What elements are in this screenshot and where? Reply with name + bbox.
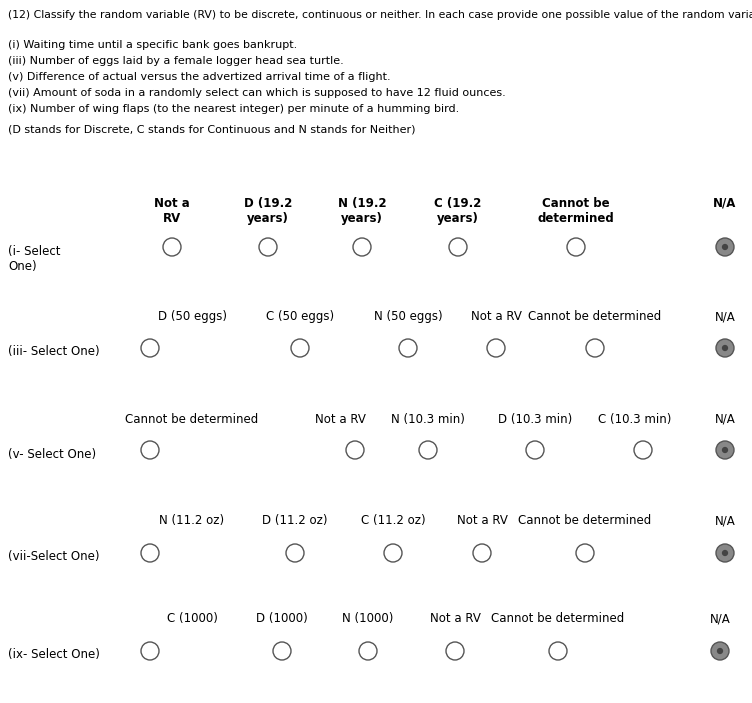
Text: N/A: N/A bbox=[714, 310, 735, 323]
Ellipse shape bbox=[487, 339, 505, 357]
Text: (vii) Amount of soda in a randomly select can which is supposed to have 12 fluid: (vii) Amount of soda in a randomly selec… bbox=[8, 88, 506, 98]
Text: N (10.3 min): N (10.3 min) bbox=[391, 413, 465, 426]
Text: Cannot be determined: Cannot be determined bbox=[518, 514, 652, 527]
Text: N/A: N/A bbox=[714, 197, 737, 210]
Text: (iii- Select One): (iii- Select One) bbox=[8, 345, 99, 358]
Ellipse shape bbox=[346, 441, 364, 459]
Text: N/A: N/A bbox=[714, 514, 735, 527]
Ellipse shape bbox=[722, 447, 728, 453]
Text: C (19.2
years): C (19.2 years) bbox=[435, 197, 482, 225]
Ellipse shape bbox=[586, 339, 604, 357]
Text: Not a RV: Not a RV bbox=[471, 310, 521, 323]
Text: (i) Waiting time until a specific bank goes bankrupt.: (i) Waiting time until a specific bank g… bbox=[8, 40, 297, 50]
Text: (v- Select One): (v- Select One) bbox=[8, 448, 96, 461]
Ellipse shape bbox=[449, 238, 467, 256]
Text: D (1000): D (1000) bbox=[256, 612, 308, 625]
Ellipse shape bbox=[446, 642, 464, 660]
Text: Cannot be
determined: Cannot be determined bbox=[538, 197, 614, 225]
Text: (i- Select
One): (i- Select One) bbox=[8, 245, 60, 273]
Text: Not a RV: Not a RV bbox=[429, 612, 481, 625]
Text: Not a
RV: Not a RV bbox=[154, 197, 190, 225]
Text: C (1000): C (1000) bbox=[166, 612, 217, 625]
Text: (iii) Number of eggs laid by a female logger head sea turtle.: (iii) Number of eggs laid by a female lo… bbox=[8, 56, 344, 66]
Text: C (11.2 oz): C (11.2 oz) bbox=[361, 514, 426, 527]
Text: D (50 eggs): D (50 eggs) bbox=[157, 310, 226, 323]
Ellipse shape bbox=[549, 642, 567, 660]
Ellipse shape bbox=[722, 550, 728, 556]
Text: D (11.2 oz): D (11.2 oz) bbox=[262, 514, 328, 527]
Ellipse shape bbox=[384, 544, 402, 562]
Text: (12) Classify the random variable (RV) to be discrete, continuous or neither. In: (12) Classify the random variable (RV) t… bbox=[8, 10, 752, 20]
Text: N/A: N/A bbox=[710, 612, 730, 625]
Ellipse shape bbox=[353, 238, 371, 256]
Ellipse shape bbox=[286, 544, 304, 562]
Text: Cannot be determined: Cannot be determined bbox=[491, 612, 625, 625]
Text: N (11.2 oz): N (11.2 oz) bbox=[159, 514, 225, 527]
Ellipse shape bbox=[273, 642, 291, 660]
Ellipse shape bbox=[716, 544, 734, 562]
Text: N (50 eggs): N (50 eggs) bbox=[374, 310, 442, 323]
Ellipse shape bbox=[722, 345, 728, 352]
Ellipse shape bbox=[359, 642, 377, 660]
Ellipse shape bbox=[716, 238, 734, 256]
Text: C (50 eggs): C (50 eggs) bbox=[266, 310, 334, 323]
Text: D (10.3 min): D (10.3 min) bbox=[498, 413, 572, 426]
Ellipse shape bbox=[473, 544, 491, 562]
Text: N (19.2
years): N (19.2 years) bbox=[338, 197, 387, 225]
Ellipse shape bbox=[163, 238, 181, 256]
Ellipse shape bbox=[634, 441, 652, 459]
Ellipse shape bbox=[141, 441, 159, 459]
Ellipse shape bbox=[141, 544, 159, 562]
Text: N (1000): N (1000) bbox=[342, 612, 394, 625]
Text: Cannot be determined: Cannot be determined bbox=[126, 413, 259, 426]
Ellipse shape bbox=[399, 339, 417, 357]
Text: Not a RV: Not a RV bbox=[456, 514, 508, 527]
Text: Not a RV: Not a RV bbox=[314, 413, 365, 426]
Ellipse shape bbox=[716, 339, 734, 357]
Ellipse shape bbox=[717, 648, 723, 654]
Ellipse shape bbox=[419, 441, 437, 459]
Ellipse shape bbox=[567, 238, 585, 256]
Ellipse shape bbox=[141, 339, 159, 357]
Ellipse shape bbox=[716, 441, 734, 459]
Text: (D stands for Discrete, C stands for Continuous and N stands for Neither): (D stands for Discrete, C stands for Con… bbox=[8, 124, 416, 134]
Ellipse shape bbox=[711, 642, 729, 660]
Ellipse shape bbox=[259, 238, 277, 256]
Text: (ix) Number of wing flaps (to the nearest integer) per minute of a humming bird.: (ix) Number of wing flaps (to the neares… bbox=[8, 104, 459, 114]
Text: (v) Difference of actual versus the advertized arrival time of a flight.: (v) Difference of actual versus the adve… bbox=[8, 72, 390, 82]
Ellipse shape bbox=[291, 339, 309, 357]
Text: C (10.3 min): C (10.3 min) bbox=[599, 413, 672, 426]
Text: D (19.2
years): D (19.2 years) bbox=[244, 197, 293, 225]
Text: Cannot be determined: Cannot be determined bbox=[529, 310, 662, 323]
Ellipse shape bbox=[722, 244, 728, 250]
Text: N/A: N/A bbox=[714, 413, 735, 426]
Ellipse shape bbox=[526, 441, 544, 459]
Ellipse shape bbox=[576, 544, 594, 562]
Ellipse shape bbox=[141, 642, 159, 660]
Text: (vii-Select One): (vii-Select One) bbox=[8, 550, 99, 563]
Text: (ix- Select One): (ix- Select One) bbox=[8, 648, 100, 661]
